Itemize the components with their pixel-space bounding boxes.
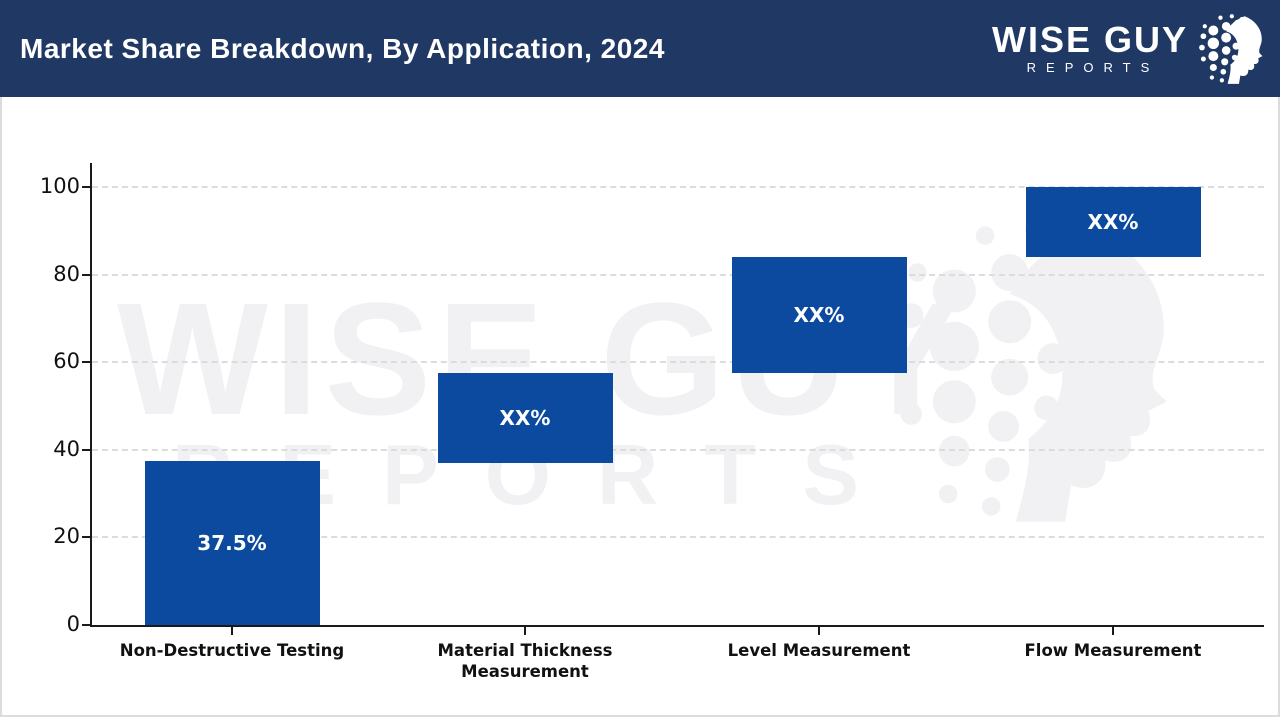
bar: XX% [1025, 187, 1201, 258]
y-tick-label: 20 [53, 524, 80, 549]
y-tick-label: 100 [39, 174, 80, 198]
y-tick-mark [82, 273, 90, 276]
x-axis-line [90, 625, 1264, 627]
plot: 0 20 40 60 80 100 37.5% Non-Destructive Testing… [2, 97, 1278, 715]
y-axis-line [90, 163, 92, 627]
gridline [92, 273, 1264, 276]
y-tick-mark [82, 448, 90, 451]
y-tick-mark [82, 186, 90, 188]
logo-subtitle: REPORTS [1026, 60, 1160, 75]
page-title: Market Share Breakdown, By Application, … [20, 32, 665, 64]
y-tick-mark [82, 536, 90, 539]
logo-wordmark: WISE GUY [991, 19, 1188, 60]
gridline [92, 536, 1264, 539]
bar-value-label: XX% [793, 303, 845, 328]
bar: 37.5% [144, 460, 320, 625]
chart-area: WISE GUY REPORTS 0 20 40 60 80 100 37.5% Non-De… [0, 97, 1280, 717]
y-tick-mark [82, 624, 90, 626]
x-tick-mark [524, 627, 526, 635]
x-tick-mark [818, 627, 820, 635]
header-bar: Market Share Breakdown, By Application, … [0, 0, 1280, 97]
x-tick-label: Material Thickness Measurement [437, 641, 613, 681]
y-tick-label: 60 [53, 349, 80, 374]
bar: XX% [731, 257, 907, 374]
wiseguy-head-icon [1192, 13, 1266, 85]
y-tick-label: 80 [53, 261, 80, 286]
y-tick-label: 0 [66, 612, 80, 636]
bar: XX% [437, 373, 613, 463]
x-tick-label: Level Measurement [727, 641, 911, 660]
gridline [92, 448, 1264, 451]
bar-value-label: XX% [1087, 210, 1139, 235]
y-tick-label: 40 [53, 436, 80, 461]
x-tick-label: Flow Measurement [1024, 641, 1202, 660]
wiseguy-logo: WISE GUY REPORTS [992, 0, 1266, 97]
y-tick-mark [82, 361, 90, 364]
bar-value-label: 37.5% [197, 530, 267, 555]
bar-value-label: XX% [499, 406, 551, 431]
x-tick-mark [1112, 627, 1114, 635]
x-tick-mark [231, 627, 233, 635]
gridline [92, 361, 1264, 364]
wiseguy-logo-text: WISE GUY REPORTS [991, 19, 1188, 76]
x-tick-label: Non-Destructive Testing [119, 641, 345, 660]
gridline [92, 186, 1264, 188]
